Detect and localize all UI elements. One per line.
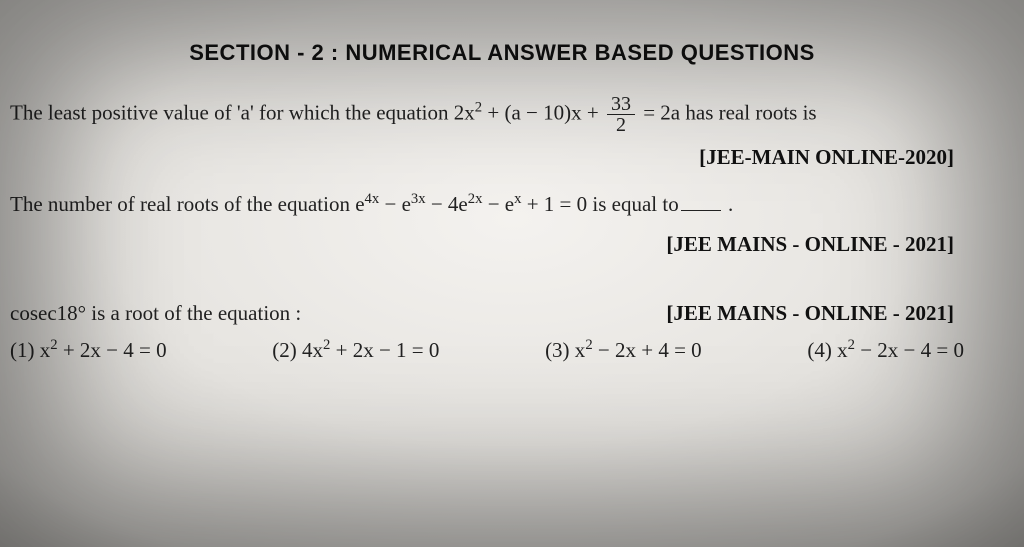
q1-line: The least positive value of 'a' for whic… [10, 94, 994, 135]
q1-eq-rhs: = 2a [643, 100, 680, 124]
q3-stem-a: cosec18 [10, 301, 78, 325]
q2-post-a: is equal to [592, 192, 678, 216]
q3-stem-b: is a root of the equation : [91, 301, 301, 325]
q3-option-3: (3) x2 − 2x + 4 = 0 [545, 338, 702, 363]
q3-o3-sup: 2 [585, 337, 592, 353]
page: SECTION - 2 : NUMERICAL ANSWER BASED QUE… [0, 20, 1024, 363]
section-title: SECTION - 2 : NUMERICAL ANSWER BASED QUE… [10, 40, 994, 66]
q3-o1-pre: (1) x [10, 338, 50, 362]
q3-o3-pre: (3) x [545, 338, 585, 362]
q3-options: (1) x2 + 2x − 4 = 0 (2) 4x2 + 2x − 1 = 0… [10, 338, 964, 363]
q3-o2-pre: (2) 4x [272, 338, 323, 362]
q2-line: The number of real roots of the equation… [10, 188, 994, 222]
q2-t2: − e [384, 192, 410, 216]
q3-o4-sup: 2 [848, 337, 855, 353]
q3-source: [JEE MAINS - ONLINE - 2021] [666, 301, 954, 326]
q2-s3: 2x [468, 191, 483, 207]
q1-frac: 33 2 [607, 94, 635, 135]
q2-t1: e [355, 192, 364, 216]
q3-o3-post: − 2x + 4 = 0 [593, 338, 702, 362]
q2-source: [JEE MAINS - ONLINE - 2021] [10, 232, 954, 257]
q2-t5: + 1 = 0 [527, 192, 587, 216]
q1-frac-den: 2 [607, 115, 635, 135]
q1-eq-a-sup: 2 [475, 99, 482, 115]
q2-s1: 4x [365, 191, 380, 207]
q3-stem: cosec18° is a root of the equation : [10, 297, 301, 331]
q3-option-4: (4) x2 − 2x − 4 = 0 [807, 338, 964, 363]
q2-s4: x [514, 191, 521, 207]
q2-t4: − e [488, 192, 514, 216]
q1-eq-b: + (a − 10)x + [487, 100, 604, 124]
q3-o1-sup: 2 [50, 337, 57, 353]
q2-blank [681, 191, 721, 211]
q3-option-2: (2) 4x2 + 2x − 1 = 0 [272, 338, 439, 363]
q1-post: has real roots is [685, 100, 816, 124]
q3-o4-pre: (4) x [807, 338, 847, 362]
q3-option-1: (1) x2 + 2x − 4 = 0 [10, 338, 167, 363]
q2-post-b: . [723, 192, 734, 216]
q2-s2: 3x [411, 191, 426, 207]
q3-row: cosec18° is a root of the equation : [JE… [10, 297, 994, 331]
q2-pre: The number of real roots of the equation [10, 192, 355, 216]
q3-stem-deg: ° [78, 301, 86, 325]
q3-o4-post: − 2x − 4 = 0 [855, 338, 964, 362]
q1-pre: The least positive value of 'a' for whic… [10, 100, 454, 124]
q1-source: [JEE-MAIN ONLINE-2020] [10, 145, 954, 170]
q1-frac-num: 33 [607, 94, 635, 115]
q3-o2-post: + 2x − 1 = 0 [330, 338, 439, 362]
q3-o1-post: + 2x − 4 = 0 [58, 338, 167, 362]
q1-eq-a: 2x [454, 100, 475, 124]
q2-t3: − 4e [431, 192, 468, 216]
